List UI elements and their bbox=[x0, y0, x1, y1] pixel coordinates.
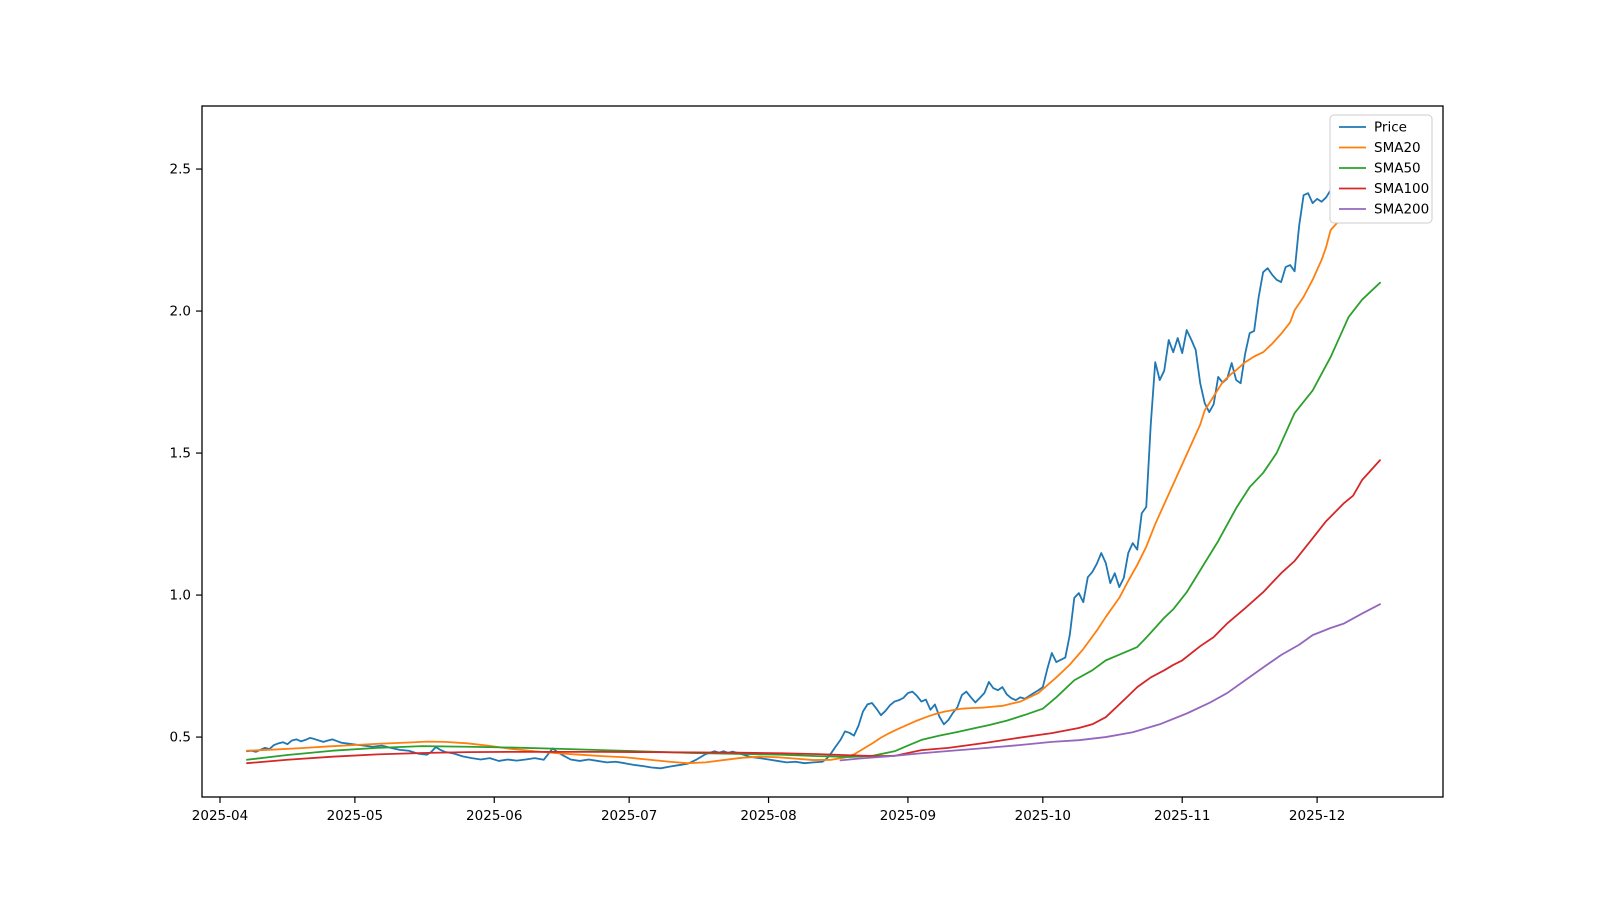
line-sma100 bbox=[246, 459, 1381, 765]
legend-label-sma100: SMA100 bbox=[1374, 181, 1429, 197]
axes: 2025-04 2025-05 2025-06 2025-07 2025-08 2025-… bbox=[170, 105, 1444, 824]
y-tick-label: 1.5 bbox=[170, 446, 191, 462]
line-sma200 bbox=[839, 603, 1381, 762]
legend-label-sma50: SMA50 bbox=[1374, 161, 1421, 177]
x-tick-label: 2025-12 bbox=[1289, 808, 1345, 824]
line-price bbox=[246, 186, 1381, 770]
line-sma50 bbox=[246, 281, 1381, 761]
legend: Price SMA20 SMA50 SMA100 SMA200 bbox=[1329, 114, 1433, 224]
y-tick-label: 1.0 bbox=[170, 588, 191, 604]
legend-label-sma200: SMA200 bbox=[1374, 202, 1429, 218]
x-tick-label: 2025-08 bbox=[740, 808, 796, 824]
legend-label-price: Price bbox=[1374, 120, 1407, 136]
x-tick-label: 2025-07 bbox=[601, 808, 657, 824]
y-tick-label: 2.5 bbox=[170, 162, 191, 178]
legend-frame bbox=[1329, 114, 1433, 224]
x-tick-label: 2025-04 bbox=[192, 808, 248, 824]
y-tick-label: 2.0 bbox=[170, 304, 191, 320]
x-tick-label: 2025-06 bbox=[466, 808, 522, 824]
legend-label-sma20: SMA20 bbox=[1374, 140, 1421, 156]
x-tick-label: 2025-11 bbox=[1154, 808, 1210, 824]
x-tick-label: 2025-10 bbox=[1015, 808, 1071, 824]
series-lines bbox=[246, 186, 1381, 770]
plot-border bbox=[201, 105, 1444, 798]
x-tick-label: 2025-09 bbox=[880, 808, 936, 824]
x-tick-label: 2025-05 bbox=[327, 808, 383, 824]
y-tick-label: 0.5 bbox=[170, 730, 191, 746]
line-sma20 bbox=[246, 193, 1381, 765]
